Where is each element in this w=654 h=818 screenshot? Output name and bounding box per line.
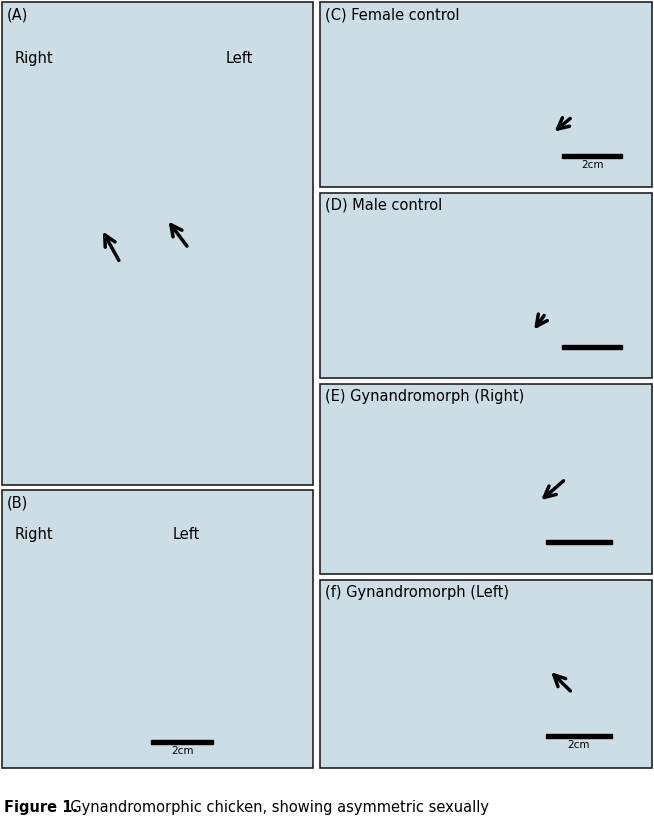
- Text: Right: Right: [14, 527, 53, 542]
- Bar: [320, 2, 652, 187]
- Text: (D) Male control: (D) Male control: [325, 198, 442, 213]
- Bar: [320, 193, 652, 378]
- Text: (A): (A): [7, 7, 28, 22]
- Text: (C) Female control: (C) Female control: [325, 7, 460, 22]
- Text: Right: Right: [14, 51, 53, 66]
- Bar: [562, 154, 622, 158]
- Bar: [151, 740, 213, 744]
- Text: 2cm: 2cm: [581, 160, 604, 169]
- Text: (B): (B): [7, 495, 28, 510]
- Text: (f) Gynandromorph (Left): (f) Gynandromorph (Left): [325, 585, 509, 600]
- Text: 2cm: 2cm: [568, 740, 590, 750]
- Bar: [2, 2, 313, 485]
- Bar: [545, 540, 612, 544]
- Text: Left: Left: [226, 51, 253, 66]
- Text: Gynandromorphic chicken, showing asymmetric sexually: Gynandromorphic chicken, showing asymmet…: [61, 800, 489, 815]
- Text: 2cm: 2cm: [171, 746, 194, 756]
- Text: (E) Gynandromorph (Right): (E) Gynandromorph (Right): [325, 389, 525, 404]
- Text: Left: Left: [173, 527, 200, 542]
- Bar: [545, 735, 612, 738]
- Bar: [320, 580, 652, 768]
- Text: Figure 1.: Figure 1.: [4, 800, 78, 815]
- Bar: [562, 344, 622, 348]
- Bar: [2, 490, 313, 768]
- Bar: [320, 384, 652, 574]
